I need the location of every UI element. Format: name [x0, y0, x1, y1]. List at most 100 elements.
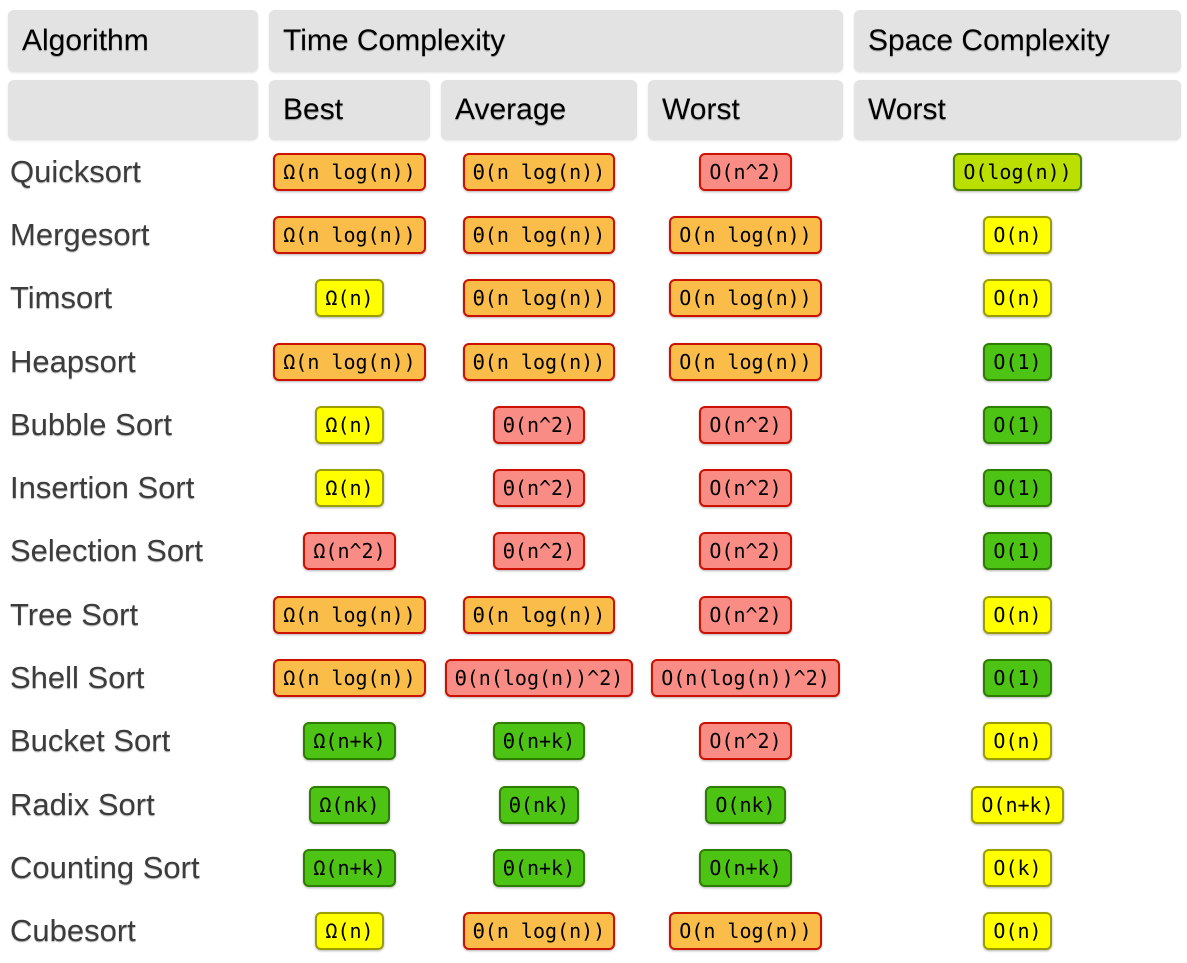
complexity-cell: O(1) — [854, 659, 1181, 698]
subheader-average: Average — [441, 80, 637, 140]
table-row: Timsort Ω(n) Θ(n log(n)) O(n log(n)) O(n) — [0, 267, 1187, 330]
complexity-cell: Θ(n+k) — [441, 849, 637, 888]
complexity-cell: O(n^2) — [648, 405, 843, 444]
complexity-badge: Θ(n log(n)) — [462, 215, 616, 254]
complexity-cell: O(1) — [854, 469, 1181, 508]
complexity-cell: O(1) — [854, 405, 1181, 444]
complexity-badge: O(n log(n)) — [669, 215, 822, 254]
complexity-badge: Θ(n^2) — [492, 405, 586, 444]
algorithm-name: Heapsort — [10, 343, 136, 379]
complexity-badge: Θ(n log(n)) — [462, 595, 616, 634]
complexity-badge: Ω(n) — [315, 469, 384, 508]
subheader-worst-space: Worst — [854, 80, 1181, 140]
complexity-badge: Θ(n^2) — [492, 469, 586, 508]
table-row: Insertion Sort Ω(n) Θ(n^2) O(n^2) O(1) — [0, 457, 1187, 520]
complexity-badge: Ω(nk) — [309, 785, 390, 824]
complexity-cell: Ω(n log(n)) — [269, 595, 430, 634]
algorithm-name: Insertion Sort — [10, 470, 195, 506]
complexity-badge: Θ(n^2) — [492, 532, 586, 571]
complexity-badge: Ω(n) — [315, 279, 384, 318]
complexity-badge: O(n(log(n))^2) — [651, 659, 840, 698]
complexity-cell: O(log(n)) — [854, 152, 1181, 191]
complexity-badge: Ω(n+k) — [303, 849, 396, 888]
complexity-cell: O(n) — [854, 215, 1181, 254]
algorithm-name: Selection Sort — [10, 533, 203, 569]
header-space-complexity: Space Complexity — [854, 10, 1181, 72]
algorithm-name: Quicksort — [10, 153, 141, 189]
subheader-empty — [8, 80, 258, 140]
complexity-badge: O(1) — [983, 469, 1052, 508]
complexity-badge: O(k) — [983, 849, 1052, 888]
subheader-worst-time: Worst — [648, 80, 843, 140]
table-row: Cubesort Ω(n) Θ(n log(n)) O(n log(n)) O(n) — [0, 900, 1187, 963]
complexity-cell: O(n) — [854, 912, 1181, 951]
complexity-badge: O(1) — [983, 405, 1052, 444]
complexity-cell: Ω(n) — [269, 279, 430, 318]
complexity-badge: Ω(n log(n)) — [273, 659, 426, 698]
algorithm-name: Bubble Sort — [10, 406, 172, 442]
complexity-badge: Ω(n) — [315, 912, 384, 951]
table-row: Bubble Sort Ω(n) Θ(n^2) O(n^2) O(1) — [0, 393, 1187, 456]
complexity-cell: O(n log(n)) — [648, 342, 843, 381]
complexity-cell: Ω(n+k) — [269, 722, 430, 761]
complexity-cell: Θ(n log(n)) — [441, 912, 637, 951]
complexity-cell: O(n^2) — [648, 532, 843, 571]
complexity-badge: Θ(n log(n)) — [462, 342, 616, 381]
algorithm-name: Tree Sort — [10, 596, 139, 632]
complexity-badge: Ω(n) — [315, 405, 384, 444]
complexity-badge: O(n^2) — [699, 152, 792, 191]
complexity-badge: O(n log(n)) — [669, 912, 822, 951]
table-row: Shell Sort Ω(n log(n)) Θ(n(log(n))^2) O(n(l… — [0, 646, 1187, 709]
complexity-cell: Ω(n log(n)) — [269, 342, 430, 381]
complexity-cell: O(k) — [854, 849, 1181, 888]
table-row: Tree Sort Ω(n log(n)) Θ(n log(n)) O(n^2) O(n… — [0, 583, 1187, 646]
algorithm-name: Radix Sort — [10, 786, 155, 822]
complexity-badge: Ω(n log(n)) — [273, 152, 426, 191]
complexity-cell: Ω(nk) — [269, 785, 430, 824]
complexity-cell: O(n log(n)) — [648, 215, 843, 254]
complexity-badge: Ω(n log(n)) — [273, 215, 426, 254]
complexity-cell: O(n+k) — [854, 785, 1181, 824]
complexity-badge: Θ(n+k) — [492, 722, 586, 761]
table-row: Bucket Sort Ω(n+k) Θ(n+k) O(n^2) O(n) — [0, 710, 1187, 773]
complexity-cell: O(n^2) — [648, 595, 843, 634]
complexity-badge: O(n^2) — [699, 595, 792, 634]
complexity-badge: O(n) — [983, 722, 1052, 761]
complexity-badge: O(n) — [983, 912, 1052, 951]
table-subheaders: Best Average Worst Worst — [0, 80, 1187, 140]
complexity-badge: O(n) — [983, 595, 1052, 634]
table-header-groups: Algorithm Time Complexity Space Complexi… — [0, 10, 1187, 72]
complexity-badge: Ω(n log(n)) — [273, 595, 426, 634]
complexity-cell: O(1) — [854, 532, 1181, 571]
complexity-badge: O(1) — [983, 532, 1052, 571]
algorithm-name: Mergesort — [10, 216, 150, 252]
complexity-badge: O(nk) — [705, 785, 786, 824]
table-row: Counting Sort Ω(n+k) Θ(n+k) O(n+k) O(k) — [0, 836, 1187, 899]
algorithm-name: Timsort — [10, 280, 113, 316]
complexity-cell: O(n^2) — [648, 152, 843, 191]
complexity-badge: O(n log(n)) — [669, 342, 822, 381]
complexity-cell: Ω(n) — [269, 405, 430, 444]
complexity-badge: Ω(n^2) — [303, 532, 396, 571]
complexity-badge: O(n) — [983, 279, 1052, 318]
complexity-badge: Θ(n log(n)) — [462, 152, 616, 191]
complexity-badge: O(1) — [983, 342, 1052, 381]
complexity-cell: Θ(n log(n)) — [441, 152, 637, 191]
algorithm-name: Cubesort — [10, 913, 136, 949]
complexity-cell: O(n log(n)) — [648, 279, 843, 318]
table-row: Heapsort Ω(n log(n)) Θ(n log(n)) O(n log(n)… — [0, 330, 1187, 393]
complexity-cell: Ω(n+k) — [269, 849, 430, 888]
table-body: Quicksort Ω(n log(n)) Θ(n log(n)) O(n^2) O(l… — [0, 140, 1187, 963]
complexity-badge: Θ(n log(n)) — [462, 912, 616, 951]
complexity-cell: Θ(nk) — [441, 785, 637, 824]
algorithm-name: Shell Sort — [10, 660, 145, 696]
complexity-cell: O(1) — [854, 342, 1181, 381]
complexity-cell: O(nk) — [648, 785, 843, 824]
complexity-badge: O(n log(n)) — [669, 279, 822, 318]
complexity-badge: O(n^2) — [699, 405, 792, 444]
complexity-cell: O(n^2) — [648, 722, 843, 761]
complexity-badge: O(n^2) — [699, 469, 792, 508]
header-algorithm: Algorithm — [8, 10, 258, 72]
complexity-cell: Θ(n(log(n))^2) — [441, 659, 637, 698]
